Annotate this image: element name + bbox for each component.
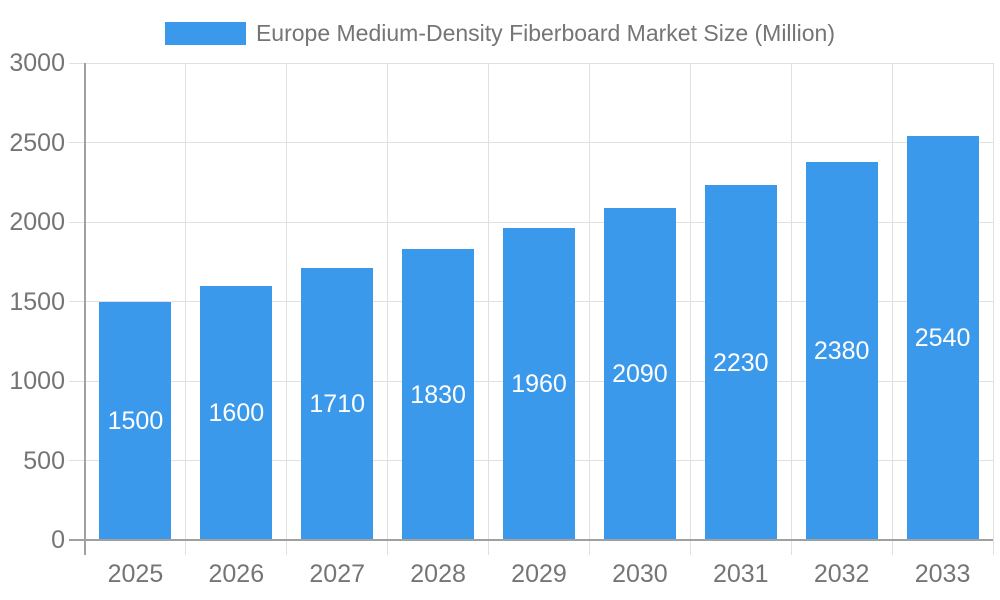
x-gridline xyxy=(588,63,590,555)
y-axis-tick-label: 1000 xyxy=(9,367,65,395)
y-axis-tick-label: 3000 xyxy=(9,49,65,77)
x-axis-tick-label: 2026 xyxy=(208,560,265,588)
bar-2028[interactable] xyxy=(402,249,475,540)
bar-2026[interactable] xyxy=(200,285,273,540)
bar-2032[interactable] xyxy=(805,161,878,540)
x-axis-line xyxy=(69,539,993,541)
legend-label: Europe Medium-Density Fiberboard Market … xyxy=(255,20,836,46)
legend-swatch-icon xyxy=(164,22,246,45)
x-axis-tick-label: 2029 xyxy=(511,560,567,588)
y-axis-tick-label: 500 xyxy=(23,446,65,475)
y-axis-tick-label: 1500 xyxy=(9,287,65,316)
x-gridline xyxy=(387,63,389,555)
x-gridline xyxy=(992,63,994,555)
y-axis-tick-label: 0 xyxy=(51,526,65,554)
x-axis-tick-label: 2030 xyxy=(612,560,668,588)
y-axis-tick-label: 2000 xyxy=(9,208,65,236)
x-gridline xyxy=(185,63,187,555)
bar-2027[interactable] xyxy=(301,268,374,540)
y-axis-line xyxy=(84,63,86,555)
x-axis-tick-label: 2032 xyxy=(813,560,870,588)
y-gridline xyxy=(69,62,993,64)
x-axis-tick-label: 2033 xyxy=(914,560,971,588)
x-gridline xyxy=(891,63,893,555)
legend-item[interactable]: Europe Medium-Density Fiberboard Market … xyxy=(0,20,1000,47)
y-gridline xyxy=(69,142,993,143)
bar-2030[interactable] xyxy=(603,207,676,540)
bar-2025[interactable] xyxy=(99,301,172,540)
x-axis-tick-label: 2031 xyxy=(712,560,769,588)
x-axis-tick-label: 2025 xyxy=(107,560,164,588)
x-gridline xyxy=(689,63,691,555)
x-gridline xyxy=(286,63,288,555)
x-axis-tick-label: 2028 xyxy=(410,560,466,588)
bar-2033[interactable] xyxy=(906,136,979,540)
x-gridline xyxy=(790,63,792,555)
y-axis-tick-label: 2500 xyxy=(9,128,65,157)
y-gridline xyxy=(69,221,993,223)
bar-2029[interactable] xyxy=(503,228,575,540)
x-gridline xyxy=(488,63,490,555)
x-axis-tick-label: 2027 xyxy=(309,560,366,588)
bar-2031[interactable] xyxy=(704,185,777,540)
